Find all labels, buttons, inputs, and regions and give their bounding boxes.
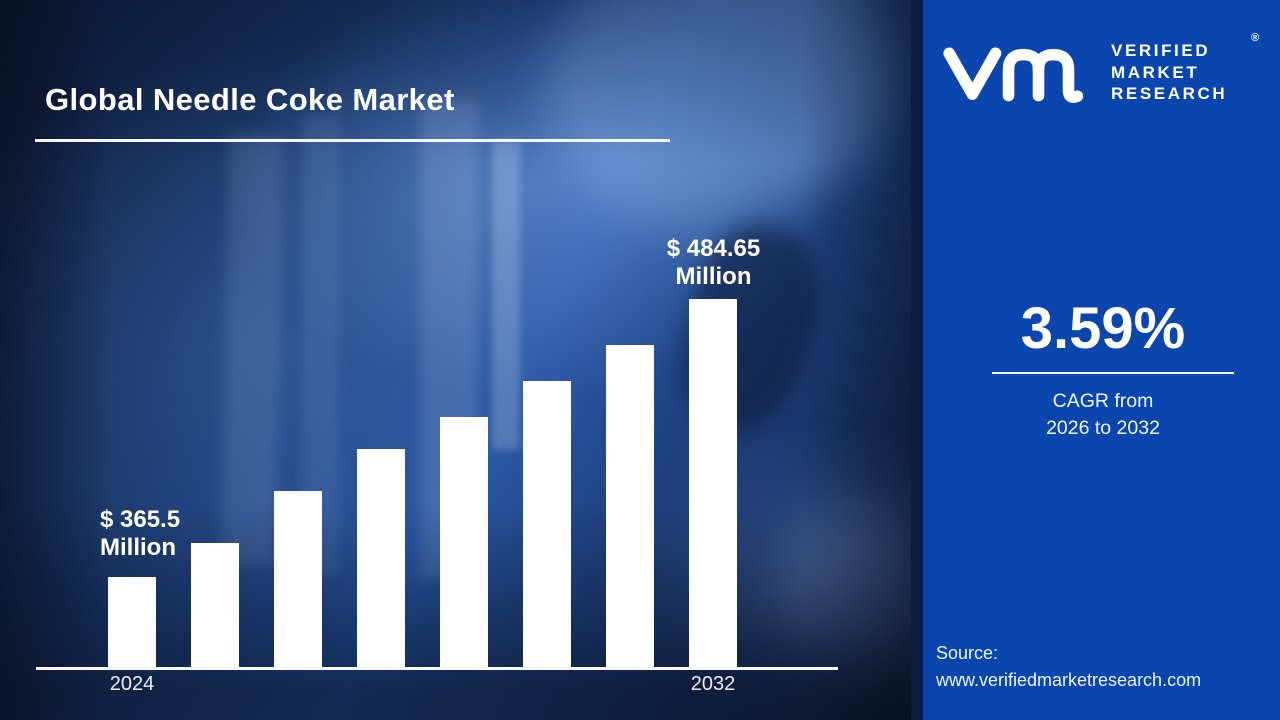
brand-name: VERIFIED MARKET RESEARCH [1111,40,1227,105]
vmr-logo-icon [943,47,1084,103]
bar-chart: $ 365.5 Million $ 484.65 Million 2024 203… [36,235,838,695]
bar-series-2 [191,543,239,669]
title-underline [35,139,670,142]
bar-2024 [108,577,156,669]
cagr-caption: CAGR from 2026 to 2032 [938,388,1268,442]
brand-name-line2: MARKET [1111,62,1200,82]
x-axis-label-2024: 2024 [109,673,155,695]
bar-series-6 [523,381,571,669]
last-bar-value-line1: $ 484.65 [666,235,761,262]
x-axis-label-2032: 2032 [690,673,736,695]
first-bar-value-label: $ 365.5 Million [100,506,180,562]
x-axis-line [36,667,838,670]
registered-trademark-icon: ® [1251,32,1260,44]
brand-name-line3: RESEARCH [1111,84,1228,103]
bar-series-7 [606,345,654,669]
page-title: Global Needle Coke Market [45,82,455,117]
source-label: Source: [936,643,999,663]
last-bar-value-label: $ 484.65 Million [641,235,786,291]
cagr-underline [992,372,1234,374]
bar-series-3 [274,491,322,669]
last-bar-value-line2: Million [675,263,752,290]
source-url: www.verifiedmarketresearch.com [936,670,1202,690]
bar-2032 [689,299,737,669]
brand-name-line1: VERIFIED [1111,41,1211,60]
first-bar-value-line2: Million [100,534,176,561]
cagr-caption-line1: CAGR from [1052,390,1154,412]
stats-panel: VERIFIED MARKET RESEARCH ® 3.59% CAGR fr… [923,0,1280,720]
bar-series-4 [357,449,405,669]
cagr-value: 3.59% [1020,296,1186,361]
cagr-caption-line2: 2026 to 2032 [1046,417,1160,439]
source-block: Source: www.verifiedmarketresearch.com [936,640,1201,694]
bar-series-5 [440,417,488,669]
panel-divider [911,0,923,720]
first-bar-value-line1: $ 365.5 [100,506,181,533]
